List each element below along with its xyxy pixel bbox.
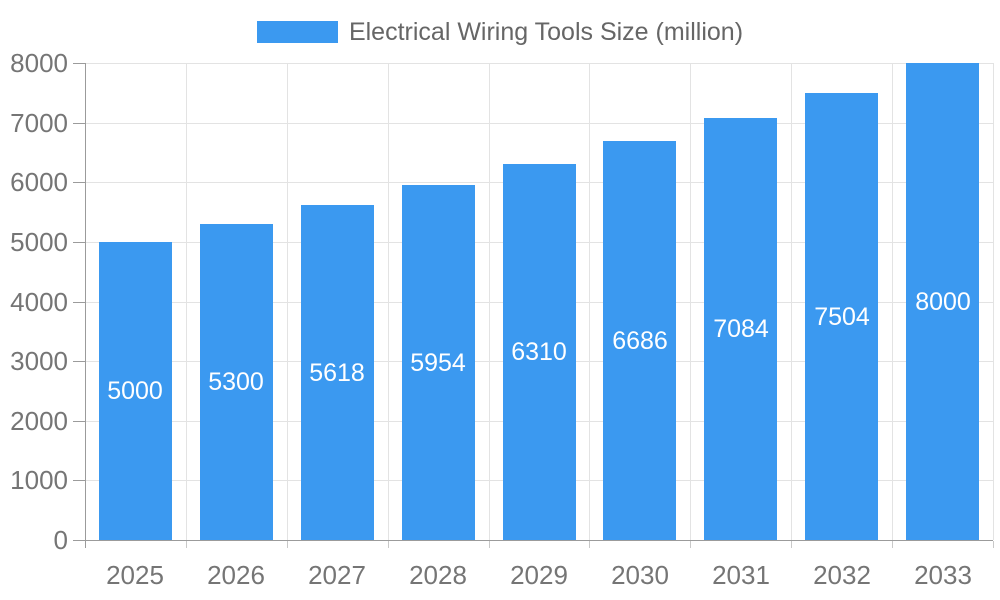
y-tick-label: 4000 bbox=[10, 287, 68, 317]
y-tick-label: 1000 bbox=[10, 465, 68, 495]
x-tick-label: 2030 bbox=[611, 560, 669, 590]
bar-value-label: 7504 bbox=[814, 303, 870, 331]
x-tick-label: 2029 bbox=[510, 560, 568, 590]
x-tick bbox=[186, 541, 187, 548]
legend-swatch bbox=[256, 21, 338, 43]
y-tick bbox=[73, 63, 85, 64]
gridline-vertical bbox=[186, 63, 187, 540]
x-axis-line bbox=[73, 540, 993, 541]
bar-2028[interactable] bbox=[402, 185, 475, 540]
bar-2030[interactable] bbox=[603, 141, 676, 540]
legend-label: Electrical Wiring Tools Size (million) bbox=[348, 18, 744, 46]
x-tick bbox=[589, 541, 590, 548]
x-tick-label: 2027 bbox=[308, 560, 366, 590]
gridline-vertical bbox=[690, 63, 691, 540]
x-tick bbox=[489, 541, 490, 548]
bar-value-label: 5300 bbox=[208, 368, 264, 396]
plot-area: 0 1000 2000 3000 4000 5000 6000 7000 8000 5000 202… bbox=[10, 48, 994, 590]
gridline-vertical bbox=[388, 63, 389, 540]
gridline-vertical bbox=[287, 63, 288, 540]
y-tick bbox=[73, 302, 85, 303]
bar-value-label: 8000 bbox=[915, 288, 971, 316]
gridline-vertical bbox=[489, 63, 490, 540]
bar-value-label: 6310 bbox=[511, 338, 567, 366]
x-tick bbox=[690, 541, 691, 548]
x-tick bbox=[388, 541, 389, 548]
gridline-vertical bbox=[993, 63, 994, 540]
bar-value-label: 6686 bbox=[612, 327, 668, 355]
y-tick bbox=[73, 421, 85, 422]
x-tick bbox=[993, 541, 994, 548]
bar-value-label: 7084 bbox=[713, 315, 769, 343]
y-tick-label: 2000 bbox=[10, 406, 68, 436]
x-tick-label: 2031 bbox=[712, 560, 770, 590]
bar-2025[interactable] bbox=[99, 242, 172, 540]
y-tick bbox=[73, 242, 85, 243]
y-tick bbox=[73, 123, 85, 124]
bar-2032[interactable] bbox=[805, 93, 878, 540]
y-tick-label: 6000 bbox=[10, 167, 68, 197]
bar-value-label: 5000 bbox=[107, 377, 163, 405]
bar-2033[interactable] bbox=[906, 63, 979, 540]
y-tick-label: 8000 bbox=[10, 48, 68, 78]
bar-value-label: 5954 bbox=[410, 349, 466, 377]
bar-2027[interactable] bbox=[301, 205, 374, 540]
x-tick-label: 2028 bbox=[409, 560, 467, 590]
bar-value-label: 5618 bbox=[309, 359, 365, 387]
bar-2029[interactable] bbox=[503, 164, 576, 540]
legend[interactable]: Electrical Wiring Tools Size (million) bbox=[0, 19, 1000, 45]
bar-2026[interactable] bbox=[200, 224, 273, 540]
y-tick bbox=[73, 361, 85, 362]
gridline-vertical bbox=[589, 63, 590, 540]
bar-2031[interactable] bbox=[704, 118, 777, 540]
y-tick bbox=[73, 182, 85, 183]
y-tick bbox=[73, 480, 85, 481]
x-tick-label: 2026 bbox=[207, 560, 265, 590]
y-axis-line bbox=[85, 63, 86, 548]
x-tick bbox=[791, 541, 792, 548]
gridline-horizontal bbox=[85, 63, 993, 64]
x-tick-label: 2033 bbox=[914, 560, 972, 590]
y-tick-label: 5000 bbox=[10, 227, 68, 257]
x-tick-label: 2025 bbox=[106, 560, 164, 590]
x-tick bbox=[892, 541, 893, 548]
y-tick-label: 0 bbox=[53, 525, 68, 555]
x-tick-label: 2032 bbox=[813, 560, 871, 590]
y-tick-label: 3000 bbox=[10, 346, 68, 376]
x-tick bbox=[287, 541, 288, 548]
y-tick-label: 7000 bbox=[10, 108, 68, 138]
